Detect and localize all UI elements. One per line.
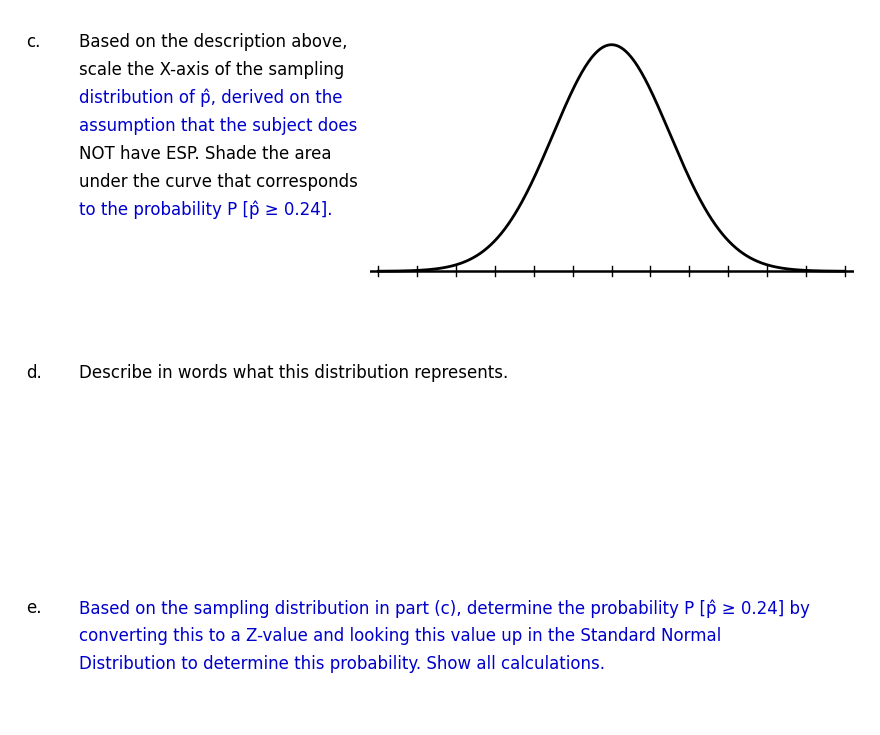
- Text: Based on the sampling distribution in part (c), determine the probability P [p̂ : Based on the sampling distribution in pa…: [79, 599, 810, 617]
- Text: converting this to a Z-value and looking this value up in the Standard Normal: converting this to a Z-value and looking…: [79, 627, 722, 645]
- Text: to the probability P [p̂ ≥ 0.24].: to the probability P [p̂ ≥ 0.24].: [79, 201, 333, 219]
- Text: assumption that the subject does: assumption that the subject does: [79, 117, 357, 135]
- Text: scale the X-axis of the sampling: scale the X-axis of the sampling: [79, 61, 344, 79]
- Text: NOT have ESP. Shade the area: NOT have ESP. Shade the area: [79, 145, 332, 162]
- Text: Based on the description above,: Based on the description above,: [79, 33, 348, 51]
- Text: c.: c.: [26, 33, 40, 51]
- Text: Distribution to determine this probability. Show all calculations.: Distribution to determine this probabili…: [79, 655, 605, 673]
- Text: Describe in words what this distribution represents.: Describe in words what this distribution…: [79, 364, 509, 381]
- Text: d.: d.: [26, 364, 42, 381]
- Text: under the curve that corresponds: under the curve that corresponds: [79, 173, 358, 190]
- Text: e.: e.: [26, 599, 42, 617]
- Text: distribution of p̂, derived on the: distribution of p̂, derived on the: [79, 89, 342, 107]
